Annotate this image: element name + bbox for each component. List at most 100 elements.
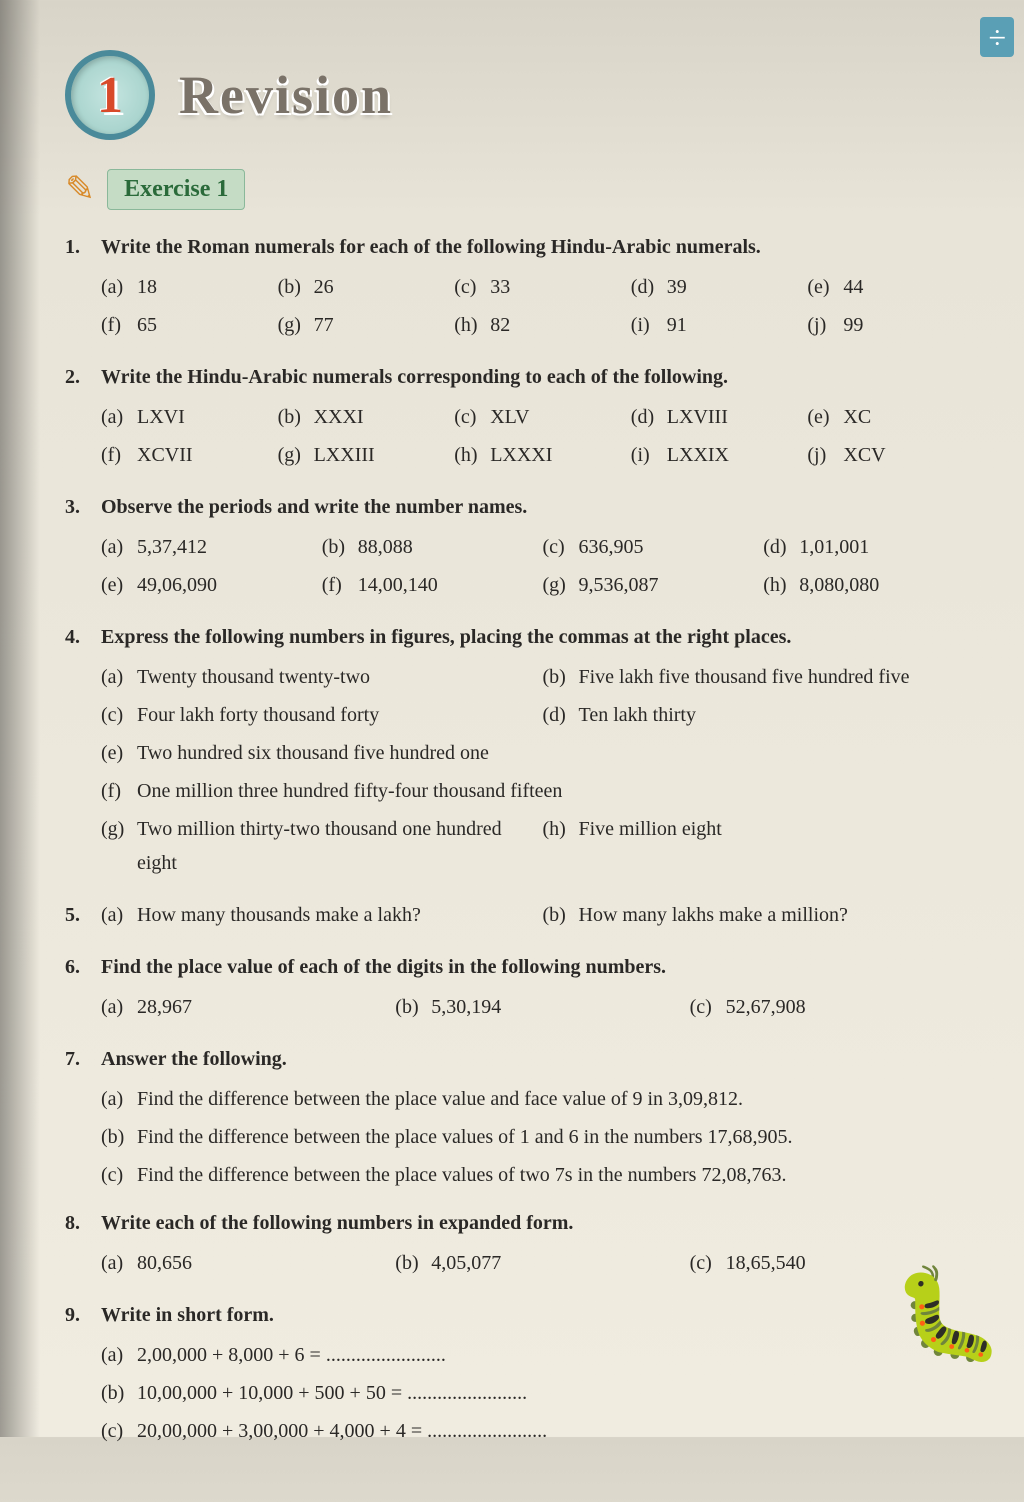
- options-row: (a)80,656(b)4,05,077(c)18,65,540: [65, 1246, 984, 1284]
- sub-item: (b)Find the difference between the place…: [101, 1120, 984, 1154]
- option-label: (g): [101, 812, 129, 880]
- option: (a)LXVI: [101, 400, 278, 434]
- option-label: (g): [278, 438, 306, 472]
- option-value: 88,088: [358, 530, 413, 564]
- option-label: (a): [101, 270, 129, 304]
- option: (f)65: [101, 308, 278, 342]
- option-label: (e): [807, 400, 835, 434]
- option: (a) How many thousands make a lakh?: [101, 898, 543, 932]
- option-value: 18: [137, 270, 157, 304]
- option: (g)77: [278, 308, 455, 342]
- sub-item: (c)20,00,000 + 3,00,000 + 4,000 + 4 = ..…: [101, 1414, 984, 1448]
- option-label: (a): [101, 1338, 129, 1372]
- question-text: Write the Roman numerals for each of the…: [101, 230, 761, 264]
- option: (g) Two million thirty-two thousand one h…: [101, 812, 543, 880]
- question: 3.Observe the periods and write the numb…: [65, 490, 984, 606]
- option-value: 1,01,001: [799, 530, 869, 564]
- question-head: 7.Answer the following.: [65, 1042, 984, 1076]
- question-number: 4.: [65, 620, 91, 654]
- option-value: XLV: [490, 400, 529, 434]
- option-label: (b): [278, 400, 306, 434]
- option-value: 28,967: [137, 990, 192, 1024]
- option-value: Find the difference between the place va…: [137, 1120, 793, 1154]
- option-value: 91: [667, 308, 687, 342]
- question-head: 6.Find the place value of each of the di…: [65, 950, 984, 984]
- option: (a)28,967: [101, 990, 395, 1024]
- option-value: Two hundred six thousand five hundred on…: [137, 736, 489, 770]
- question-head: 9. Write in short form.: [65, 1298, 984, 1332]
- question-text: Write in short form.: [101, 1298, 274, 1332]
- option-label: (a): [101, 898, 129, 932]
- option: (d)Ten lakh thirty: [543, 698, 985, 732]
- question: 4.Express the following numbers in figur…: [65, 620, 984, 884]
- option: (a) 18: [101, 270, 278, 304]
- question-head: 2.Write the Hindu-Arabic numerals corres…: [65, 360, 984, 394]
- sub-list: (a)2,00,000 + 8,000 + 6 = ..............…: [65, 1338, 984, 1448]
- option: (c)Four lakh forty thousand forty: [101, 698, 543, 732]
- option-value: How many thousands make a lakh?: [137, 898, 421, 932]
- question-number: 1.: [65, 230, 91, 264]
- question: 9. Write in short form. (a)2,00,000 + 8,00…: [65, 1298, 984, 1448]
- question-head: 8.Write each of the following numbers in…: [65, 1206, 984, 1240]
- question-head: 1. Write the Roman numerals for each of t…: [65, 230, 984, 264]
- option-label: (b): [395, 1246, 423, 1280]
- question-text: Find the place value of each of the digi…: [101, 950, 666, 984]
- option-value: 5,37,412: [137, 530, 207, 564]
- option-value: 8,080,080: [799, 568, 879, 602]
- option-value: 80,656: [137, 1246, 192, 1280]
- option: (e)Two hundred six thousand five hundred…: [101, 736, 984, 770]
- option-value: Ten lakh thirty: [579, 698, 696, 732]
- option: (b) 88,088: [322, 530, 543, 564]
- question-text: Write the Hindu-Arabic numerals correspo…: [101, 360, 728, 394]
- option-value: 14,00,140: [358, 568, 438, 602]
- option-label: (e): [101, 568, 129, 602]
- option-label: (h): [543, 812, 571, 880]
- option-value: 10,00,000 + 10,000 + 500 + 50 = ........…: [137, 1376, 527, 1410]
- option-label: (e): [807, 270, 835, 304]
- option-label: (f): [322, 568, 350, 602]
- option-value: XC: [843, 400, 871, 434]
- options-row: (a)LXVI(b)XXXI(c)XLV(d)LXVIII(e)XC(f)XCV…: [65, 400, 984, 476]
- option-label: (a): [101, 1082, 129, 1116]
- option-label: (c): [690, 1246, 718, 1280]
- chapter-header: 1 Revision: [65, 50, 984, 140]
- chapter-badge: 1: [65, 50, 155, 140]
- option-label: (h): [454, 308, 482, 342]
- option: (f) 14,00,140: [322, 568, 543, 602]
- option-value: 65: [137, 308, 157, 342]
- chapter-number: 1: [97, 66, 123, 125]
- option-label: (b): [278, 270, 306, 304]
- page-content: 1 Revision ✎ Exercise 1 1.Write the Roma…: [0, 0, 1024, 1502]
- option: (a)Twenty thousand twenty-two: [101, 660, 543, 694]
- page-spine-shadow: [0, 0, 40, 1437]
- option-value: 5,30,194: [431, 990, 501, 1024]
- option-label: (g): [543, 568, 571, 602]
- option-value: XCVII: [137, 438, 193, 472]
- options-row: (a)Twenty thousand twenty-two(b)Five lak…: [65, 660, 984, 884]
- option-label: (d): [631, 270, 659, 304]
- options-row: (a)18(b)26(c)33(d)39(e)44(f)65(g)77(h)82…: [65, 270, 984, 346]
- option-label: (b): [395, 990, 423, 1024]
- option-value: XCV: [843, 438, 885, 472]
- option-label: (h): [763, 568, 791, 602]
- option: (d)LXVIII: [631, 400, 808, 434]
- option-label: (i): [631, 438, 659, 472]
- question: 6.Find the place value of each of the di…: [65, 950, 984, 1028]
- option-value: LXXXI: [490, 438, 552, 472]
- option-label: (b): [543, 660, 571, 694]
- question-number: 9.: [65, 1298, 91, 1332]
- option-label: (b): [322, 530, 350, 564]
- option-label: (c): [454, 400, 482, 434]
- option-value: Two million thirty-two thousand one hund…: [137, 812, 543, 880]
- option-label: (b): [543, 898, 571, 932]
- option-value: Find the difference between the place va…: [137, 1082, 743, 1116]
- option: (b)4,05,077: [395, 1246, 689, 1280]
- option-label: (j): [807, 308, 835, 342]
- option-label: (f): [101, 438, 129, 472]
- option: (j)XCV: [807, 438, 984, 472]
- option-value: One million three hundred fifty-four tho…: [137, 774, 562, 808]
- option: (c)52,67,908: [690, 990, 984, 1024]
- question-number: 8.: [65, 1206, 91, 1240]
- option: (a)5,37,412: [101, 530, 322, 564]
- option-value: 33: [490, 270, 510, 304]
